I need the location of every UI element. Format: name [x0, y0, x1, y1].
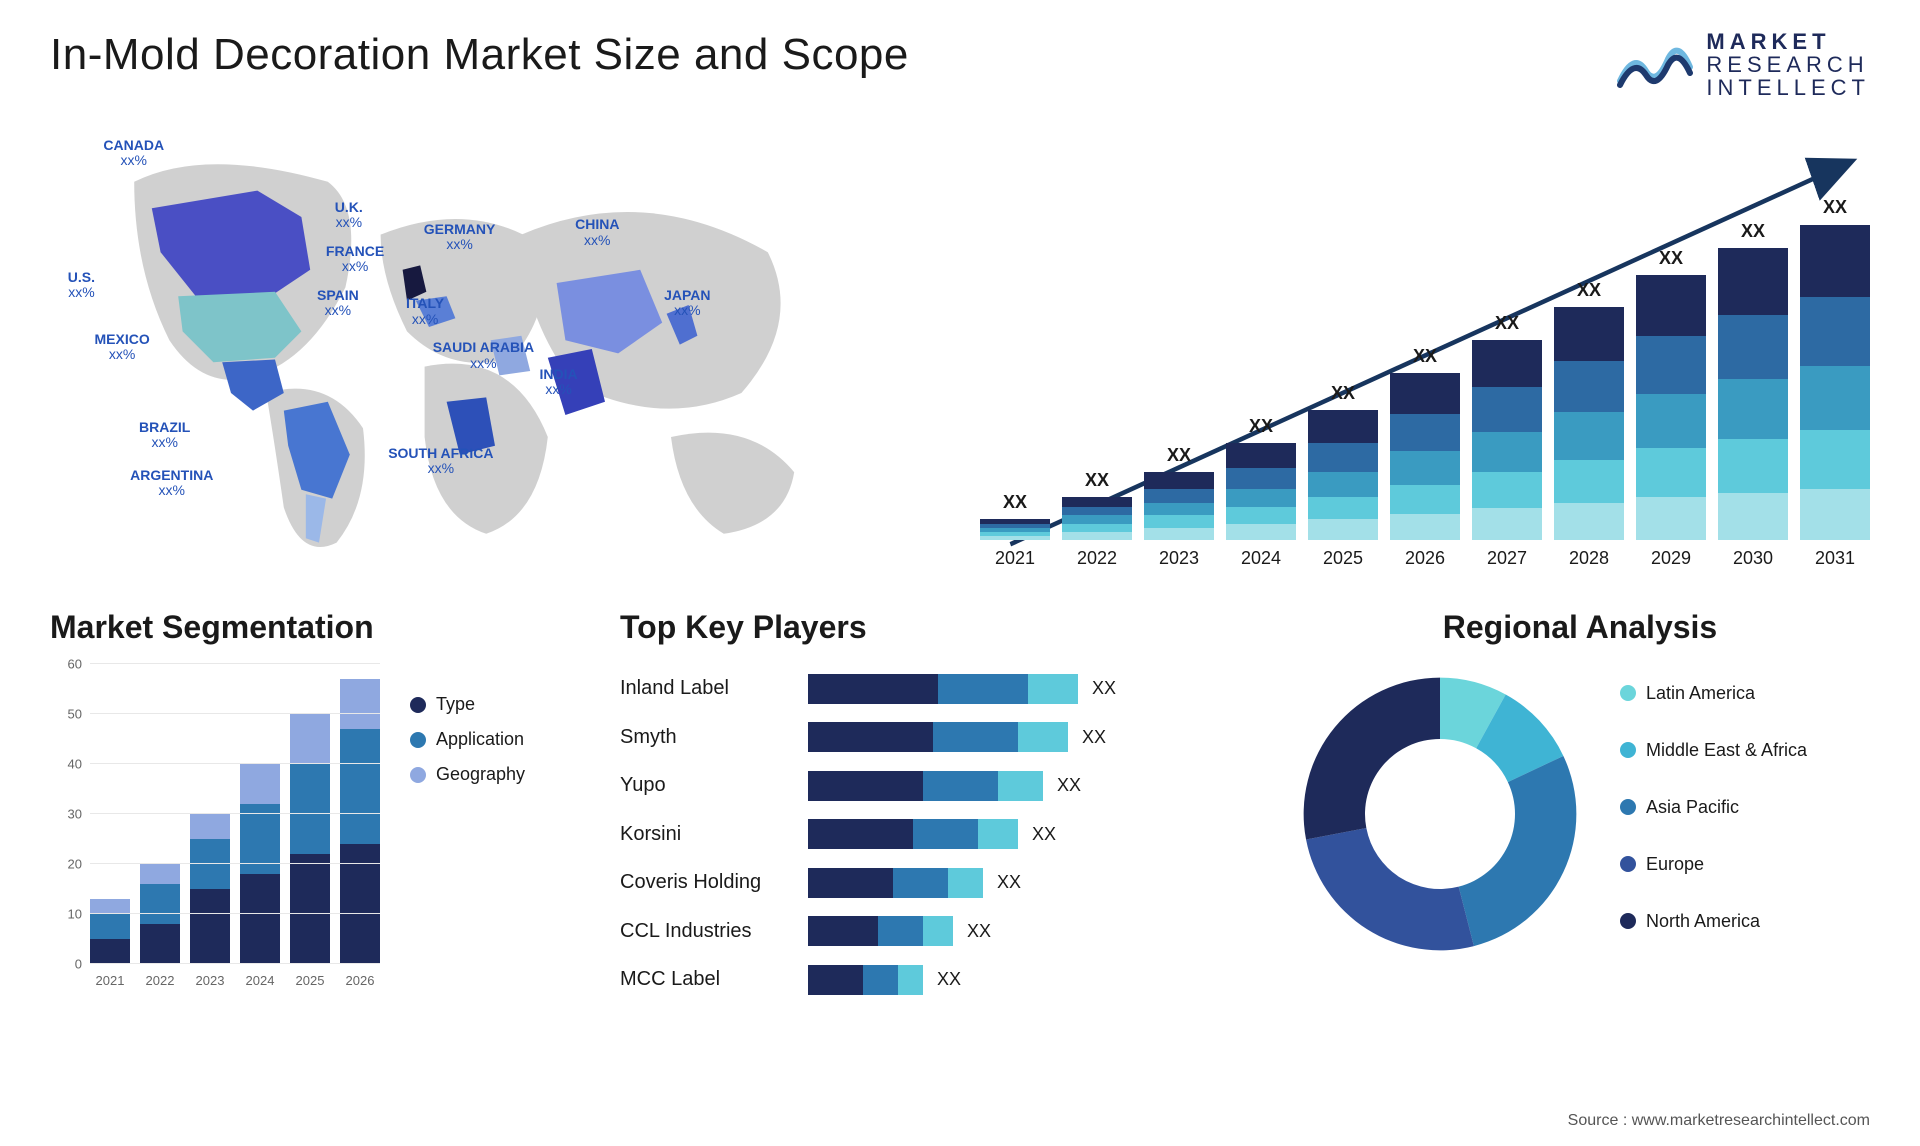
country-label: CHINAxx% — [575, 217, 619, 248]
player-bar-row: XX — [808, 722, 1240, 752]
segmentation-bar — [240, 764, 280, 964]
regional-panel: Regional Analysis Latin America Middle Ea… — [1290, 609, 1870, 1029]
legend-item: Asia Pacific — [1620, 797, 1807, 818]
player-bar-row: XX — [808, 819, 1240, 849]
country-label: ITALYxx% — [406, 296, 444, 327]
country-label: U.S.xx% — [68, 270, 95, 301]
player-bar-row: XX — [808, 916, 1240, 946]
segmentation-panel: Market Segmentation 0102030405060 202120… — [50, 609, 570, 1029]
player-label: MCC Label — [620, 968, 790, 991]
segmentation-title: Market Segmentation — [50, 609, 570, 646]
growth-bar: XX2023 — [1144, 445, 1214, 569]
player-label: Smyth — [620, 726, 790, 749]
country-label: SOUTH AFRICAxx% — [388, 446, 493, 477]
country-label: FRANCExx% — [326, 244, 384, 275]
player-bar-row: XX — [808, 965, 1240, 995]
country-label: CANADAxx% — [103, 138, 164, 169]
legend-item: Application — [410, 729, 570, 750]
key-players-panel: Top Key Players Inland Label Smyth Yupo Kor… — [620, 609, 1240, 1029]
growth-bar: XX2028 — [1554, 280, 1624, 570]
segmentation-bar — [290, 714, 330, 964]
country-label: ARGENTINAxx% — [130, 468, 213, 499]
growth-bar: XX2030 — [1718, 221, 1788, 569]
segmentation-bar — [190, 814, 230, 964]
growth-bar: XX2024 — [1226, 416, 1296, 569]
player-label: Yupo — [620, 774, 790, 797]
country-label: BRAZILxx% — [139, 420, 190, 451]
player-bar-row: XX — [808, 868, 1240, 898]
country-label: U.K.xx% — [335, 200, 363, 231]
key-players-chart: XX XX XX XX XX XX XX — [808, 664, 1240, 1004]
legend-item: Latin America — [1620, 683, 1807, 704]
player-bar-row: XX — [808, 674, 1240, 704]
regional-donut-chart — [1290, 664, 1590, 964]
segmentation-bar — [90, 899, 130, 964]
player-label: Inland Label — [620, 677, 790, 700]
logo-line3: INTELLECT — [1706, 76, 1870, 99]
country-label: INDIAxx% — [540, 367, 578, 398]
legend-item: Type — [410, 694, 570, 715]
player-label: CCL Industries — [620, 920, 790, 943]
growth-bar: XX2021 — [980, 492, 1050, 569]
growth-bar-chart: XX2021XX2022XX2023XX2024XX2025XX2026XX20… — [980, 129, 1870, 569]
donut-slice — [1304, 678, 1440, 840]
source-footer: Source : www.marketresearchintellect.com — [1568, 1112, 1870, 1130]
growth-bar: XX2029 — [1636, 248, 1706, 570]
legend-item: North America — [1620, 911, 1807, 932]
country-label: SAUDI ARABIAxx% — [433, 340, 534, 371]
legend-item: Middle East & Africa — [1620, 740, 1807, 761]
growth-bar: XX2025 — [1308, 383, 1378, 570]
donut-slice — [1306, 828, 1474, 950]
key-players-title: Top Key Players — [620, 609, 1240, 646]
logo-line1: MARKET — [1706, 30, 1870, 53]
segmentation-bar — [340, 679, 380, 964]
player-label: Korsini — [620, 823, 790, 846]
world-map: CANADAxx% U.S.xx% MEXICOxx% BRAZILxx% ARGENT… — [50, 129, 940, 569]
segmentation-chart: 0102030405060 202120222023202420252026 — [50, 664, 380, 994]
logo-line2: RESEARCH — [1706, 53, 1870, 76]
player-bar-row: XX — [808, 771, 1240, 801]
growth-bar: XX2031 — [1800, 197, 1870, 569]
growth-bar: XX2027 — [1472, 313, 1542, 569]
growth-bar: XX2022 — [1062, 470, 1132, 569]
growth-bar: XX2026 — [1390, 346, 1460, 569]
regional-legend: Latin America Middle East & Africa Asia Pa… — [1620, 683, 1807, 946]
legend-item: Geography — [410, 764, 570, 785]
donut-slice — [1459, 756, 1577, 946]
page-title: In-Mold Decoration Market Size and Scope — [50, 30, 909, 80]
segmentation-bar — [140, 864, 180, 964]
player-label: Coveris Holding — [620, 871, 790, 894]
legend-item: Europe — [1620, 854, 1807, 875]
segmentation-legend: Type Application Geography — [410, 664, 570, 994]
brand-logo: MARKET RESEARCH INTELLECT — [1616, 30, 1870, 99]
country-label: SPAINxx% — [317, 288, 359, 319]
country-label: GERMANYxx% — [424, 222, 496, 253]
regional-title: Regional Analysis — [1290, 609, 1870, 646]
country-label: JAPANxx% — [664, 288, 710, 319]
country-label: MEXICOxx% — [95, 332, 150, 363]
